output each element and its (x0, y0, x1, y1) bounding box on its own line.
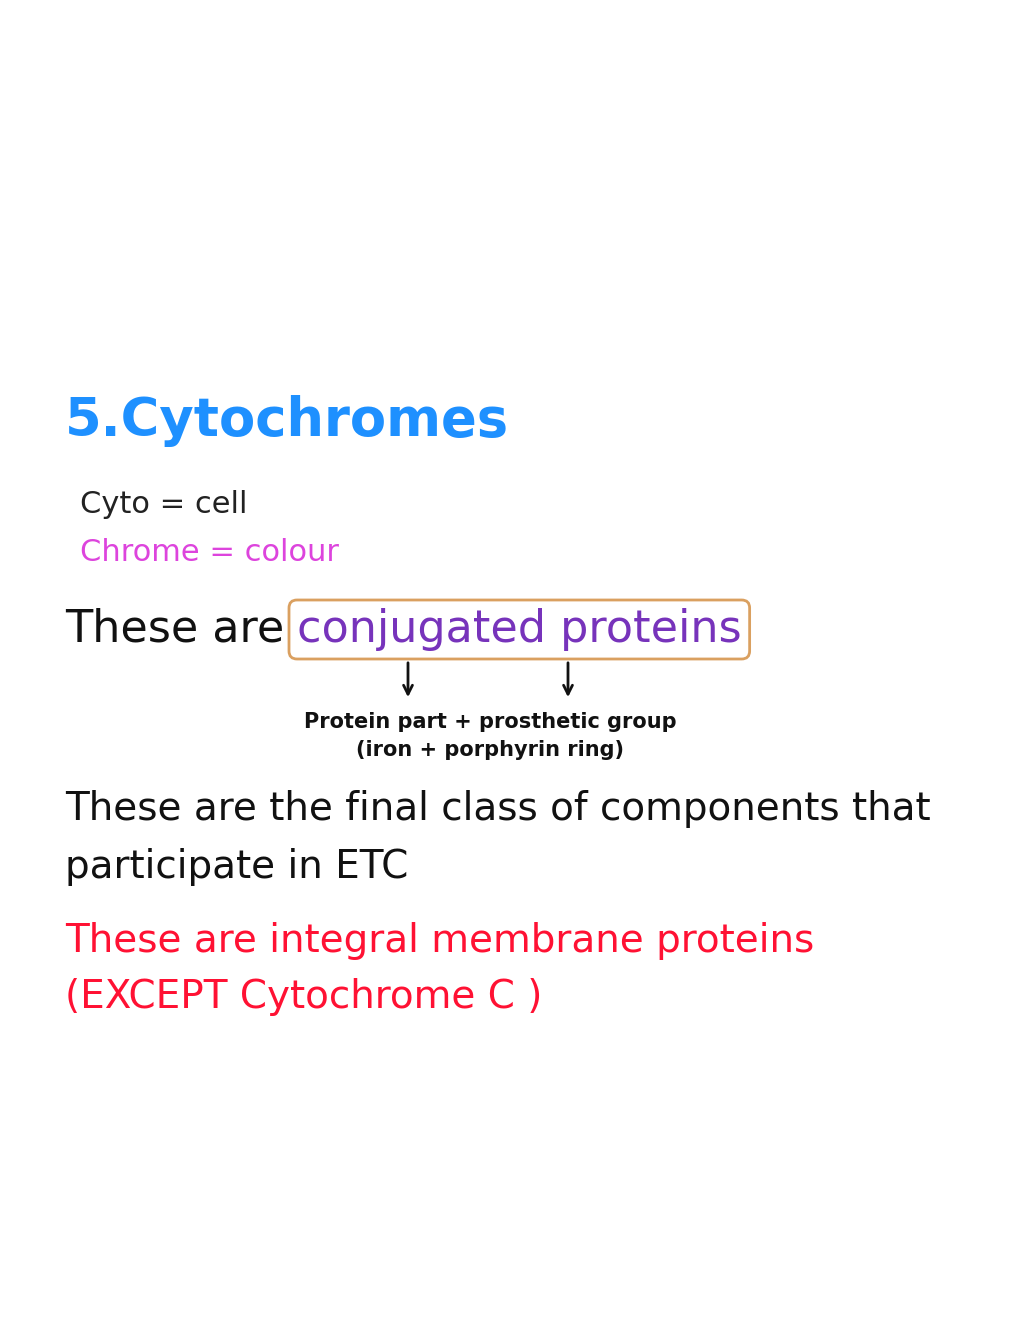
Text: Protein part + prosthetic group: Protein part + prosthetic group (304, 712, 676, 732)
Text: These are the final class of components that: These are the final class of components … (65, 790, 931, 828)
Text: conjugated proteins: conjugated proteins (297, 609, 741, 651)
Text: (EXCEPT Cytochrome C ): (EXCEPT Cytochrome C ) (65, 978, 543, 1016)
Text: Chrome = colour: Chrome = colour (80, 538, 339, 568)
Text: These are: These are (65, 609, 298, 651)
Text: Cyto = cell: Cyto = cell (80, 490, 248, 519)
Text: These are integral membrane proteins: These are integral membrane proteins (65, 922, 814, 960)
Text: participate in ETC: participate in ETC (65, 848, 409, 886)
Text: 5.Cytochromes: 5.Cytochromes (65, 396, 509, 447)
Text: (iron + porphyrin ring): (iron + porphyrin ring) (356, 740, 624, 759)
